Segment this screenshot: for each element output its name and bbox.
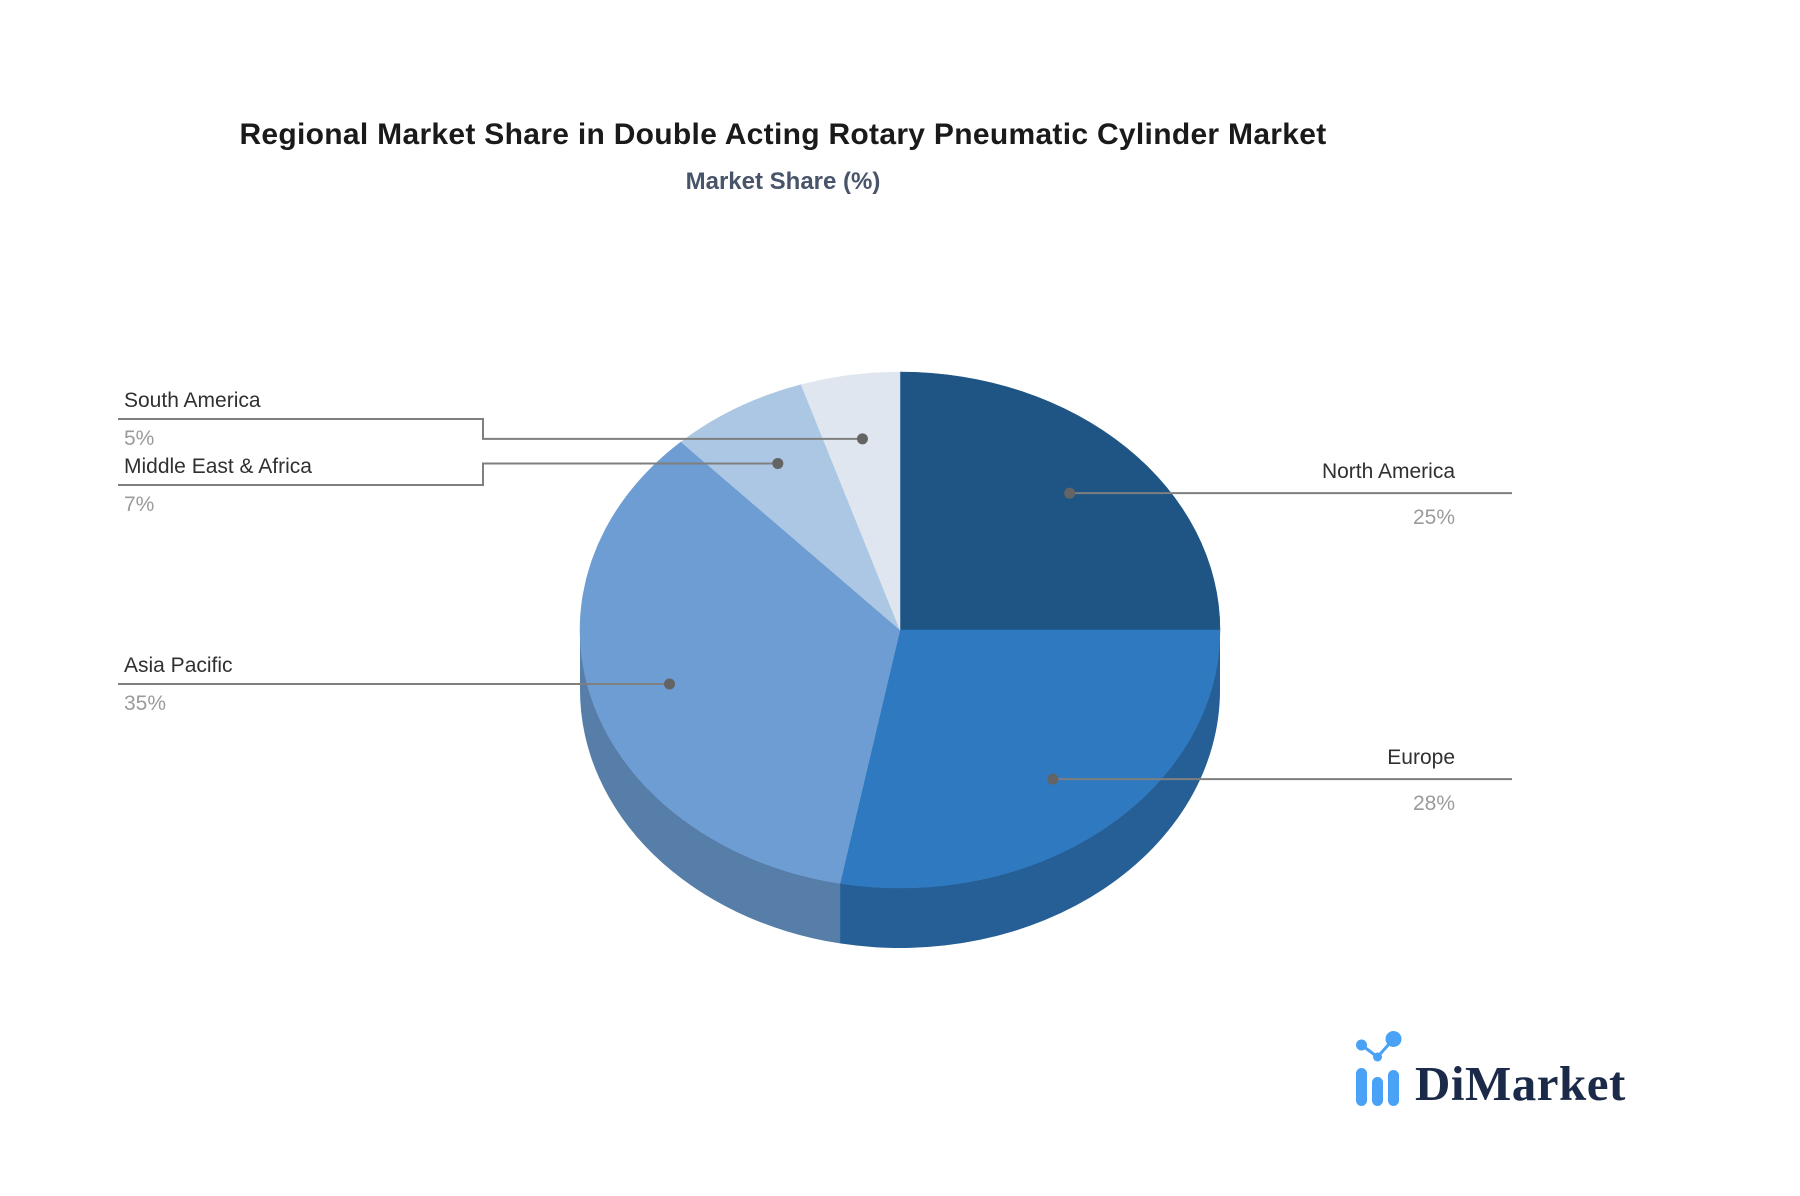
- leader-line-south-america: [118, 418, 863, 440]
- leader-dot-middle-east-africa: [772, 457, 784, 469]
- slice-value-north-america: 25%: [1412, 506, 1455, 530]
- slice-label-south-america: South America: [124, 389, 261, 412]
- slice-label-asia-pacific: Asia Pacific: [124, 653, 233, 677]
- leader-dot-south-america: [856, 433, 868, 445]
- bar-chart-logo-icon: [1356, 1031, 1402, 1106]
- slice-value-europe: 28%: [1412, 792, 1455, 816]
- chart-subtitle: Market Share (%): [685, 168, 881, 195]
- pie-slice-asia-pacific[interactable]: [579, 441, 901, 884]
- slice-label-europe: Europe: [1387, 746, 1455, 770]
- pie-slice-south-america[interactable]: [800, 371, 901, 631]
- brand-logo[interactable]: DiMarket: [1356, 1030, 1626, 1111]
- brand-name: DiMarket: [1415, 1055, 1626, 1111]
- pie-slice-europe[interactable]: [839, 629, 1221, 889]
- leader-dot-europe: [1047, 773, 1059, 785]
- leader-dot-asia-pacific: [664, 678, 676, 690]
- pie-slice-side-europe: [840, 630, 1220, 948]
- slice-value-middle-east-africa: 7%: [124, 493, 155, 516]
- slice-label-middle-east-africa: Middle East & Africa: [124, 455, 312, 478]
- pie-slice-side-asia-pacific: [580, 630, 841, 944]
- slice-value-south-america: 5%: [124, 427, 155, 450]
- chart-title: Regional Market Share in Double Acting R…: [239, 118, 1327, 151]
- leader-line-middle-east-africa: [118, 462, 778, 486]
- leader-dot-north-america: [1064, 487, 1076, 499]
- slice-label-north-america: North America: [1321, 460, 1455, 484]
- slice-value-asia-pacific: 35%: [124, 691, 167, 715]
- pie-slice-north-america[interactable]: [899, 371, 1221, 631]
